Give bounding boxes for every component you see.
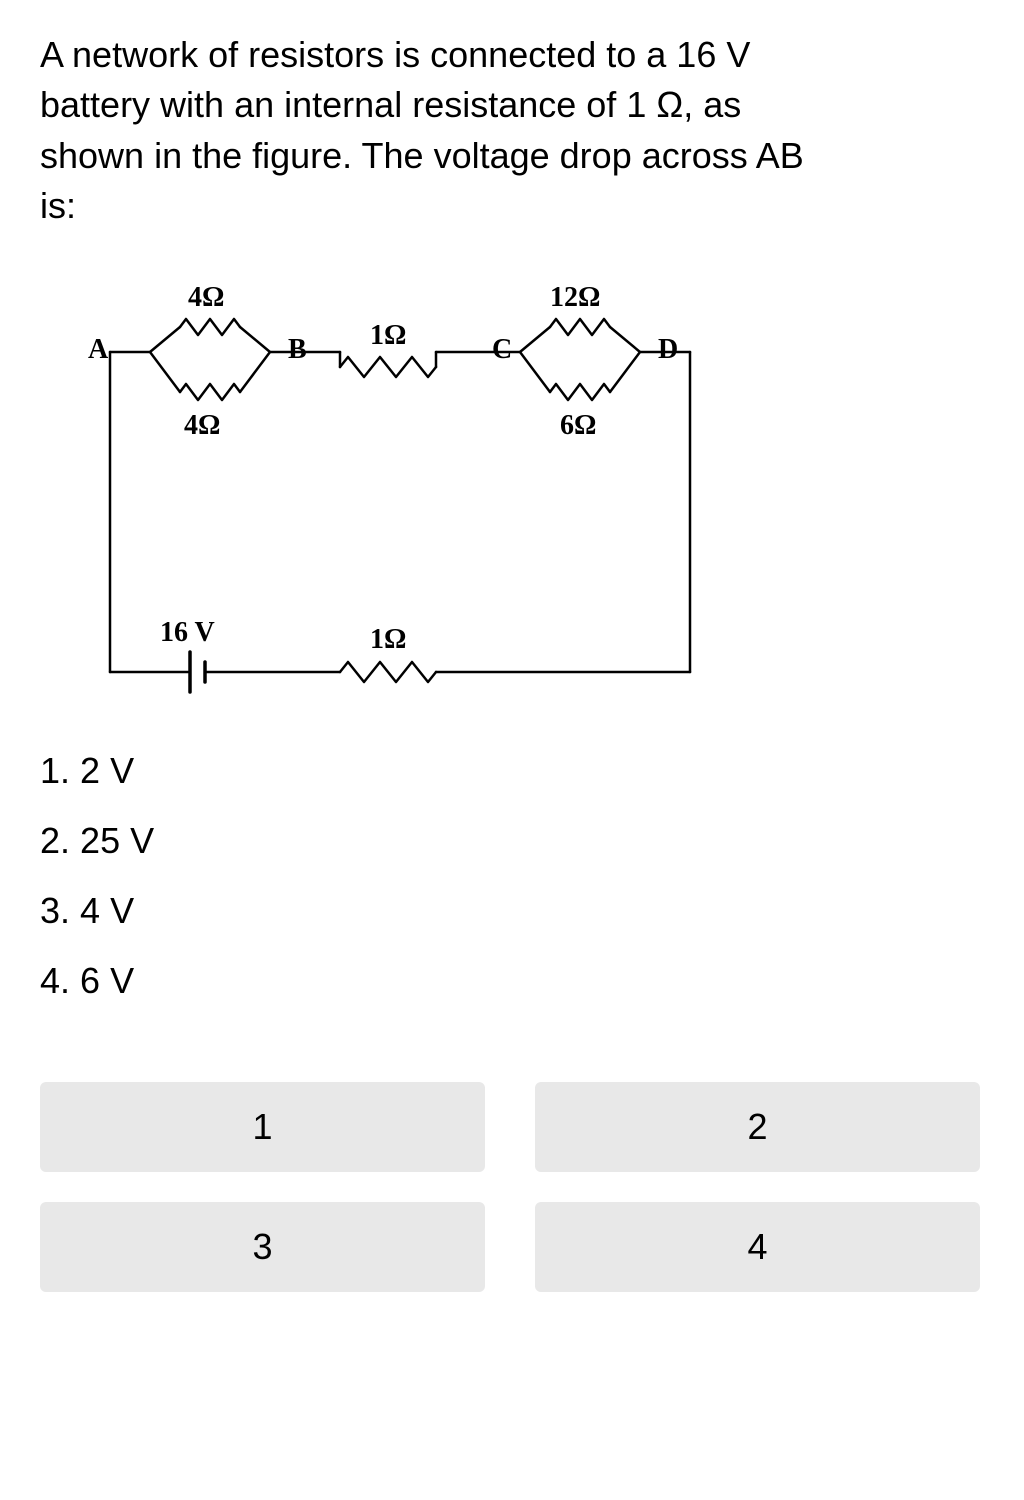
option-4: 4. 6 V (40, 960, 984, 1002)
option-2: 2. 25 V (40, 820, 984, 862)
answer-options: 1. 2 V 2. 25 V 3. 4 V 4. 6 V (40, 750, 984, 1002)
q-line3: shown in the figure. The voltage drop ac… (40, 135, 804, 176)
option-3: 3. 4 V (40, 890, 984, 932)
answer-button-2[interactable]: 2 (535, 1082, 980, 1172)
label-12ohm: 12Ω (550, 282, 600, 314)
question-text: A network of resistors is connected to a… (40, 30, 984, 232)
node-D: D (658, 334, 678, 366)
label-1ohm-bc: 1Ω (370, 320, 406, 352)
answer-button-1[interactable]: 1 (40, 1082, 485, 1172)
q-line4: is: (40, 185, 76, 226)
q-line2-value: 1 Ω (626, 84, 683, 125)
q-line1: A network of resistors is connected to a… (40, 34, 750, 75)
label-1ohm-internal: 1Ω (370, 624, 406, 656)
label-6ohm: 6Ω (560, 410, 596, 442)
q-line2-after: , as (683, 84, 741, 125)
node-C: C (492, 334, 512, 366)
q-line2-before: battery with an internal resistance of (40, 84, 626, 125)
circuit-diagram: A B C D 4Ω 4Ω 1Ω 12Ω 6Ω 1Ω 16 V (40, 272, 760, 722)
node-B: B (288, 334, 307, 366)
answer-button-grid: 1 2 3 4 (40, 1082, 980, 1292)
label-battery: 16 V (160, 617, 215, 649)
label-4ohm-bot: 4Ω (184, 410, 220, 442)
label-4ohm-top: 4Ω (188, 282, 224, 314)
answer-button-4[interactable]: 4 (535, 1202, 980, 1292)
answer-button-3[interactable]: 3 (40, 1202, 485, 1292)
node-A: A (88, 334, 108, 366)
option-1: 1. 2 V (40, 750, 984, 792)
